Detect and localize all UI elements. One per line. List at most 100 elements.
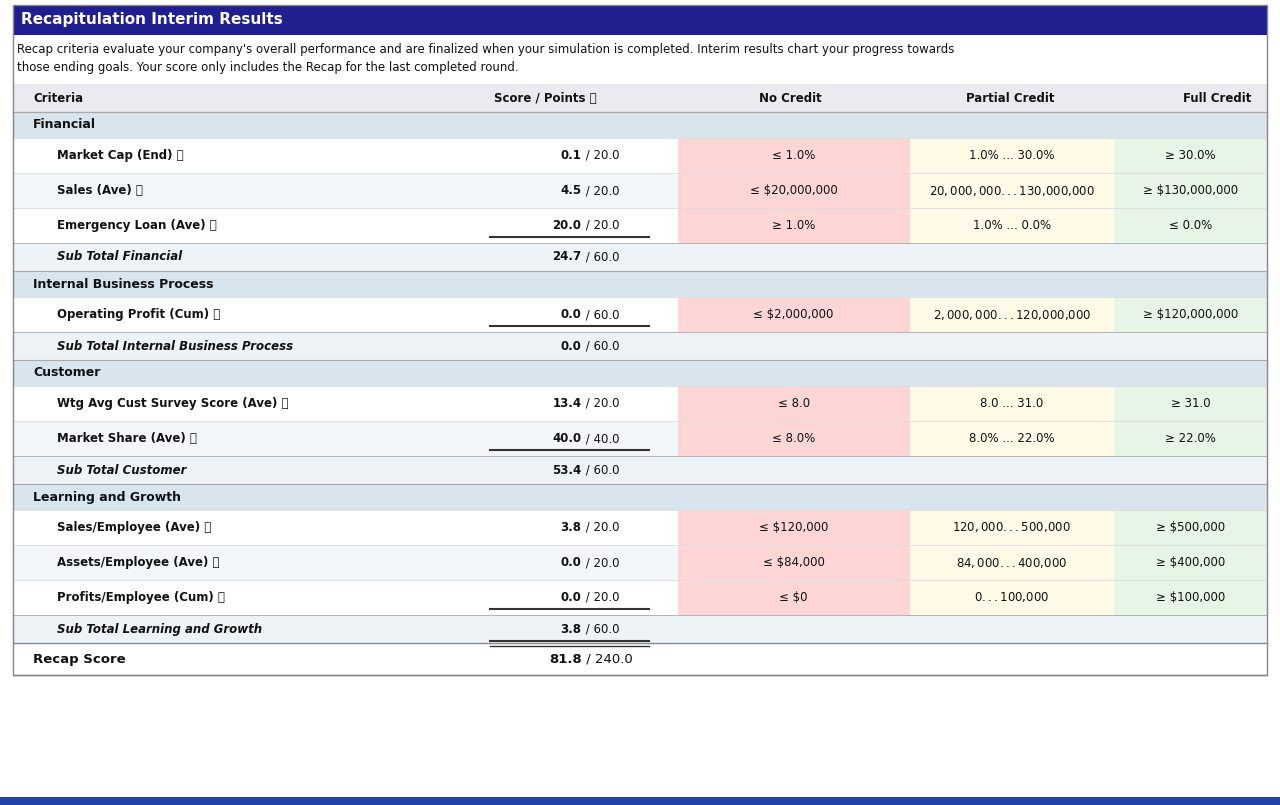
Text: ≤ $20,000,000: ≤ $20,000,000: [750, 184, 837, 197]
Text: Market Cap (End) ⓘ: Market Cap (End) ⓘ: [58, 149, 184, 162]
Text: 81.8: 81.8: [549, 653, 581, 666]
Bar: [910, 173, 1114, 208]
Text: 0.1: 0.1: [561, 149, 581, 162]
Text: Market Share (Ave) ⓘ: Market Share (Ave) ⓘ: [58, 432, 197, 445]
Bar: [13, 456, 1267, 484]
Text: ≥ 31.0: ≥ 31.0: [1171, 397, 1211, 410]
Text: ≥ $130,000,000: ≥ $130,000,000: [1143, 184, 1238, 197]
Bar: [1114, 580, 1267, 615]
Text: ≤ 8.0: ≤ 8.0: [777, 397, 810, 410]
Bar: [677, 580, 910, 615]
Text: / 20.0: / 20.0: [581, 397, 620, 410]
Text: Profits/Employee (Cum) ⓘ: Profits/Employee (Cum) ⓘ: [58, 591, 225, 604]
Text: Score / Points ⓘ: Score / Points ⓘ: [494, 92, 596, 105]
Text: Recapitulation Interim Results: Recapitulation Interim Results: [20, 13, 283, 27]
Text: Sales/Employee (Ave) ⓘ: Sales/Employee (Ave) ⓘ: [58, 521, 211, 534]
Text: / 240.0: / 240.0: [581, 653, 632, 666]
Text: ≤ $2,000,000: ≤ $2,000,000: [754, 308, 833, 321]
Text: ≥ $120,000,000: ≥ $120,000,000: [1143, 308, 1238, 321]
Text: Sub Total Internal Business Process: Sub Total Internal Business Process: [58, 340, 293, 353]
Text: Sub Total Financial: Sub Total Financial: [58, 250, 183, 263]
Bar: [13, 5, 1267, 35]
Text: 40.0: 40.0: [553, 432, 581, 445]
Bar: [13, 84, 1267, 112]
Bar: [910, 545, 1114, 580]
Bar: [13, 545, 677, 580]
Bar: [13, 615, 1267, 643]
Text: / 60.0: / 60.0: [581, 464, 620, 477]
Text: 8.0 ... 31.0: 8.0 ... 31.0: [980, 397, 1043, 410]
Text: Recap criteria evaluate your company's overall performance and are finalized whe: Recap criteria evaluate your company's o…: [17, 43, 955, 56]
Text: Learning and Growth: Learning and Growth: [33, 490, 182, 503]
Text: 20.0: 20.0: [553, 219, 581, 232]
Text: ≤ 8.0%: ≤ 8.0%: [772, 432, 815, 445]
Text: ≤ 1.0%: ≤ 1.0%: [772, 149, 815, 162]
Text: 13.4: 13.4: [553, 397, 581, 410]
Text: / 60.0: / 60.0: [581, 308, 620, 321]
Bar: [677, 138, 910, 173]
Text: $0 ... $100,000: $0 ... $100,000: [974, 591, 1050, 605]
Text: Sub Total Customer: Sub Total Customer: [58, 464, 187, 477]
Bar: [13, 297, 677, 332]
Text: ≥ $400,000: ≥ $400,000: [1156, 556, 1225, 569]
Text: ≥ 30.0%: ≥ 30.0%: [1165, 149, 1216, 162]
Bar: [13, 138, 677, 173]
Bar: [13, 271, 1267, 297]
Text: Recap Score: Recap Score: [33, 653, 125, 666]
Bar: [13, 243, 1267, 271]
Text: 8.0% ... 22.0%: 8.0% ... 22.0%: [969, 432, 1055, 445]
Text: Partial Credit: Partial Credit: [965, 92, 1055, 105]
Text: / 20.0: / 20.0: [581, 591, 620, 604]
Text: $120,000 ... $500,000: $120,000 ... $500,000: [952, 521, 1071, 535]
Text: 0.0: 0.0: [561, 308, 581, 321]
Bar: [13, 386, 677, 421]
Bar: [13, 5, 1267, 675]
Bar: [1114, 421, 1267, 456]
Text: Sub Total Learning and Growth: Sub Total Learning and Growth: [58, 622, 262, 635]
Text: 3.8: 3.8: [561, 521, 581, 534]
Text: No Credit: No Credit: [759, 92, 822, 105]
Bar: [910, 421, 1114, 456]
Bar: [13, 580, 677, 615]
Bar: [910, 297, 1114, 332]
Text: / 20.0: / 20.0: [581, 149, 620, 162]
Bar: [677, 386, 910, 421]
Text: Criteria: Criteria: [33, 92, 83, 105]
Bar: [910, 386, 1114, 421]
Text: 24.7: 24.7: [553, 250, 581, 263]
Bar: [677, 510, 910, 545]
Bar: [677, 421, 910, 456]
Bar: [677, 208, 910, 243]
Text: Internal Business Process: Internal Business Process: [33, 278, 214, 291]
Text: Emergency Loan (Ave) ⓘ: Emergency Loan (Ave) ⓘ: [58, 219, 218, 232]
Text: 3.8: 3.8: [561, 622, 581, 635]
Text: / 20.0: / 20.0: [581, 556, 620, 569]
Text: Full Credit: Full Credit: [1183, 92, 1251, 105]
Bar: [1114, 173, 1267, 208]
Text: ≥ 22.0%: ≥ 22.0%: [1165, 432, 1216, 445]
Text: / 40.0: / 40.0: [581, 432, 620, 445]
Text: $2,000,000 ... $120,000,000: $2,000,000 ... $120,000,000: [933, 308, 1091, 321]
Bar: [1114, 510, 1267, 545]
Text: 1.0% ... 30.0%: 1.0% ... 30.0%: [969, 149, 1055, 162]
Bar: [13, 360, 1267, 386]
Text: $84,000 ... $400,000: $84,000 ... $400,000: [956, 555, 1068, 569]
Text: / 20.0: / 20.0: [581, 184, 620, 197]
Bar: [910, 138, 1114, 173]
Bar: [13, 484, 1267, 510]
Text: 1.0% ... 0.0%: 1.0% ... 0.0%: [973, 219, 1051, 232]
Bar: [677, 173, 910, 208]
Text: Sales (Ave) ⓘ: Sales (Ave) ⓘ: [58, 184, 143, 197]
Bar: [1114, 545, 1267, 580]
Bar: [677, 545, 910, 580]
Text: Wtg Avg Cust Survey Score (Ave) ⓘ: Wtg Avg Cust Survey Score (Ave) ⓘ: [58, 397, 289, 410]
Text: Assets/Employee (Ave) ⓘ: Assets/Employee (Ave) ⓘ: [58, 556, 220, 569]
Text: / 20.0: / 20.0: [581, 219, 620, 232]
Text: Customer: Customer: [33, 366, 101, 379]
Text: ≤ $84,000: ≤ $84,000: [763, 556, 824, 569]
Bar: [13, 510, 677, 545]
Text: ≤ $120,000: ≤ $120,000: [759, 521, 828, 534]
Bar: [1114, 208, 1267, 243]
Text: ≤ 0.0%: ≤ 0.0%: [1169, 219, 1212, 232]
Text: ≥ $100,000: ≥ $100,000: [1156, 591, 1225, 604]
